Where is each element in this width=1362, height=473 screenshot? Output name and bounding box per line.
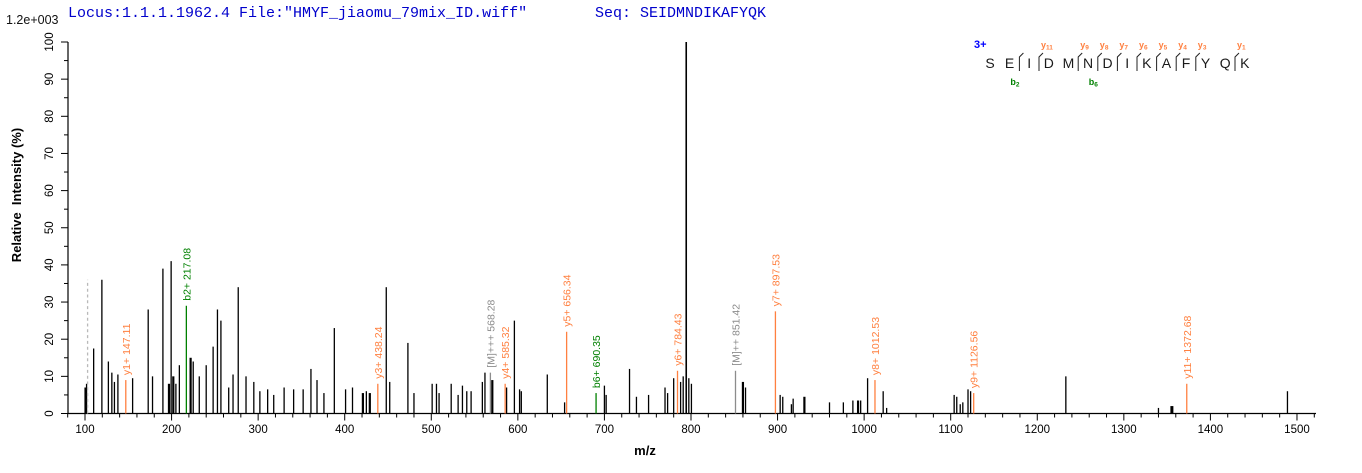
residue-letter: F <box>1182 55 1191 71</box>
residue-letter: A <box>1162 55 1172 71</box>
cleavage-divider <box>1116 52 1122 71</box>
residue-letter: K <box>1240 55 1250 71</box>
y-axis-title: Relative Intensity (%) <box>9 128 24 262</box>
y-axis-tick-label: 100 <box>44 32 56 51</box>
peak-label: y3+ 438.24 <box>373 326 385 378</box>
y-ion-label: y1 <box>1237 40 1246 52</box>
y-ion-label: y5 <box>1159 40 1168 52</box>
x-axis-tick-label: 900 <box>768 424 787 436</box>
peak-label: [M]+++ 568.28 <box>485 299 497 367</box>
y-axis-tick-label: 20 <box>44 333 56 346</box>
x-axis-title: m/z <box>634 443 656 458</box>
residue-letter: I <box>1125 55 1129 71</box>
peak-label: y4+ 585.32 <box>500 326 512 378</box>
y-axis-tick-label: 50 <box>44 221 56 234</box>
y-ion-label: y3 <box>1198 40 1207 52</box>
x-axis-tick-label: 200 <box>162 424 181 436</box>
peak-label: y5+ 656.34 <box>562 274 574 326</box>
residue-letter: K <box>1142 55 1152 71</box>
x-axis-tick-label: 100 <box>75 424 94 436</box>
peak-label: y11+ 1372.68 <box>1182 315 1194 378</box>
cleavage-divider <box>1136 52 1142 71</box>
residue-letter: N <box>1083 55 1093 71</box>
b-ion-label: b6 <box>1089 77 1099 89</box>
cleavage-divider <box>1175 52 1181 71</box>
cleavage-divider <box>1018 52 1024 71</box>
sequence-title: Seq: SEIDMNDIKAFYQK <box>595 5 767 22</box>
residue-letter: S <box>985 55 994 71</box>
y-axis-tick-label: 70 <box>44 147 56 160</box>
x-axis-tick-label: 1000 <box>851 424 877 436</box>
y-ion-label: y7 <box>1119 40 1128 52</box>
cleavage-divider <box>1234 52 1240 71</box>
peak-label: y9+ 1126.56 <box>969 331 981 388</box>
x-axis-tick-label: 400 <box>335 424 354 436</box>
x-axis-tick-label: 1500 <box>1284 424 1310 436</box>
y-ion-label: y6 <box>1139 40 1148 52</box>
x-axis-tick-label: 600 <box>508 424 527 436</box>
y-ion-label: y9 <box>1080 40 1089 52</box>
locus-title: Locus:1.1.1.1962.4 File:"HMYF_jiaomu_79m… <box>68 5 528 22</box>
y-ion-label: y4 <box>1178 40 1187 52</box>
peak-label: b2+ 217.08 <box>181 248 193 301</box>
peak-label: y7+ 897.53 <box>770 254 782 306</box>
y-axis-tick-label: 80 <box>44 110 56 123</box>
peak-label: y8+ 1012.53 <box>870 317 882 375</box>
residue-letter: Y <box>1201 55 1211 71</box>
x-axis-tick-label: 1300 <box>1111 424 1137 436</box>
cleavage-divider <box>1097 52 1103 71</box>
cleavage-divider <box>1195 52 1201 71</box>
peak-label: y6+ 784.43 <box>673 313 685 365</box>
precursor-charge-label: 3+ <box>974 39 987 51</box>
y-axis-tick-label: 90 <box>44 73 56 86</box>
y-axis-tick-label: 30 <box>44 296 56 309</box>
peak-label: [M]++ 851.42 <box>731 304 743 366</box>
cleavage-divider <box>1156 52 1161 71</box>
y-axis-tick-label: 60 <box>44 184 56 197</box>
b-ion-label: b2 <box>1010 77 1020 89</box>
intensity-scale-label: 1.2e+003 <box>6 13 59 27</box>
residue-letter: E <box>1005 55 1014 71</box>
y-axis-tick-label: 0 <box>44 410 56 416</box>
plot-content: 100 200 300 400 500 600 700 800 900 1000 1100 1200 1… <box>44 32 1316 436</box>
y-axis-tick-label: 10 <box>44 370 56 383</box>
x-axis-tick-label: 1200 <box>1024 424 1050 436</box>
x-axis-tick-label: 1100 <box>938 424 963 436</box>
y-ion-label: y8 <box>1100 40 1109 52</box>
y-axis-tick-label: 40 <box>44 259 56 272</box>
cleavage-divider <box>1077 52 1083 71</box>
peak-label: y1+ 147.11 <box>121 323 133 375</box>
residue-letter: M <box>1063 55 1075 71</box>
cleavage-divider <box>1038 52 1044 71</box>
residue-letter: I <box>1027 55 1031 71</box>
x-axis-tick-label: 700 <box>595 424 614 436</box>
residue-letter: Q <box>1220 55 1231 71</box>
y-ion-label: y11 <box>1041 40 1053 52</box>
x-axis-tick-label: 800 <box>681 424 700 436</box>
residue-letter: D <box>1044 55 1054 71</box>
x-axis-tick-label: 300 <box>249 424 268 436</box>
x-axis-tick-label: 500 <box>422 424 441 436</box>
residue-letter: D <box>1103 55 1113 71</box>
x-axis-tick-label: 1400 <box>1198 424 1224 436</box>
peak-label: b6+ 690.35 <box>591 335 603 388</box>
